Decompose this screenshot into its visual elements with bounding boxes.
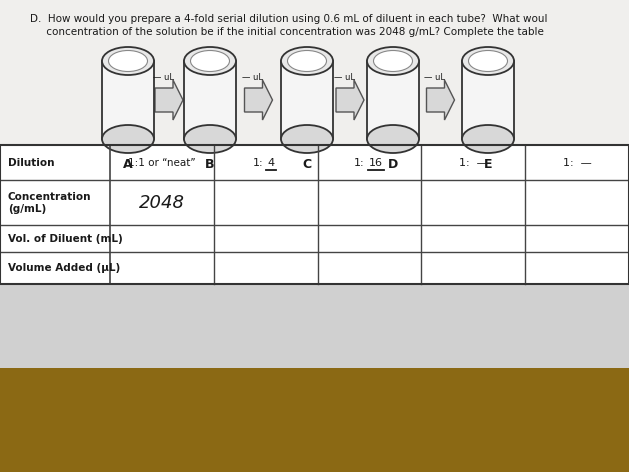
- Text: (g/mL): (g/mL): [8, 203, 47, 213]
- Polygon shape: [336, 80, 364, 120]
- Text: 2048: 2048: [139, 194, 185, 211]
- Bar: [462, 61, 514, 139]
- Text: Dilution: Dilution: [8, 158, 55, 168]
- Ellipse shape: [287, 51, 326, 71]
- Text: C: C: [303, 158, 311, 171]
- Bar: [102, 61, 154, 139]
- Text: A: A: [123, 158, 133, 171]
- Bar: [0, 284, 629, 368]
- Text: — uL: — uL: [243, 74, 264, 83]
- Polygon shape: [426, 80, 455, 120]
- Bar: [0, 368, 629, 472]
- Text: — uL: — uL: [153, 74, 174, 83]
- Ellipse shape: [184, 47, 236, 75]
- Text: 16: 16: [369, 158, 382, 168]
- Ellipse shape: [184, 125, 236, 153]
- Text: D.  How would you prepare a 4-fold serial dilution using 0.6 mL of diluent in ea: D. How would you prepare a 4-fold serial…: [30, 14, 547, 24]
- Ellipse shape: [469, 51, 508, 71]
- Bar: [367, 61, 419, 139]
- Bar: [0, 0, 629, 368]
- Text: 1:  —: 1: —: [563, 158, 591, 168]
- Ellipse shape: [367, 47, 419, 75]
- Text: — uL: — uL: [425, 74, 445, 83]
- Polygon shape: [245, 80, 272, 120]
- Text: 1:1 or “neat”: 1:1 or “neat”: [128, 158, 196, 168]
- Text: — uL: — uL: [334, 74, 355, 83]
- Ellipse shape: [102, 47, 154, 75]
- Text: concentration of the solution be if the initial concentration was 2048 g/mL? Com: concentration of the solution be if the …: [30, 27, 544, 37]
- Text: 1:: 1:: [252, 158, 263, 168]
- Polygon shape: [155, 80, 183, 120]
- Bar: [281, 61, 333, 139]
- Bar: [0, 145, 629, 284]
- Text: 1:: 1:: [354, 158, 365, 168]
- Text: Concentration: Concentration: [8, 193, 91, 202]
- Ellipse shape: [102, 125, 154, 153]
- Ellipse shape: [367, 125, 419, 153]
- Text: D: D: [388, 158, 398, 171]
- Ellipse shape: [191, 51, 230, 71]
- Text: Vol. of Diluent (mL): Vol. of Diluent (mL): [8, 234, 123, 244]
- Text: 1:  —: 1: —: [459, 158, 487, 168]
- Text: Volume Added (μL): Volume Added (μL): [8, 263, 120, 273]
- Ellipse shape: [374, 51, 413, 71]
- Ellipse shape: [281, 125, 333, 153]
- Text: 4: 4: [267, 158, 274, 168]
- Text: E: E: [484, 158, 493, 171]
- Bar: [184, 61, 236, 139]
- Ellipse shape: [462, 47, 514, 75]
- Text: B: B: [205, 158, 214, 171]
- Ellipse shape: [462, 125, 514, 153]
- Ellipse shape: [108, 51, 147, 71]
- Bar: [0, 145, 629, 284]
- Ellipse shape: [281, 47, 333, 75]
